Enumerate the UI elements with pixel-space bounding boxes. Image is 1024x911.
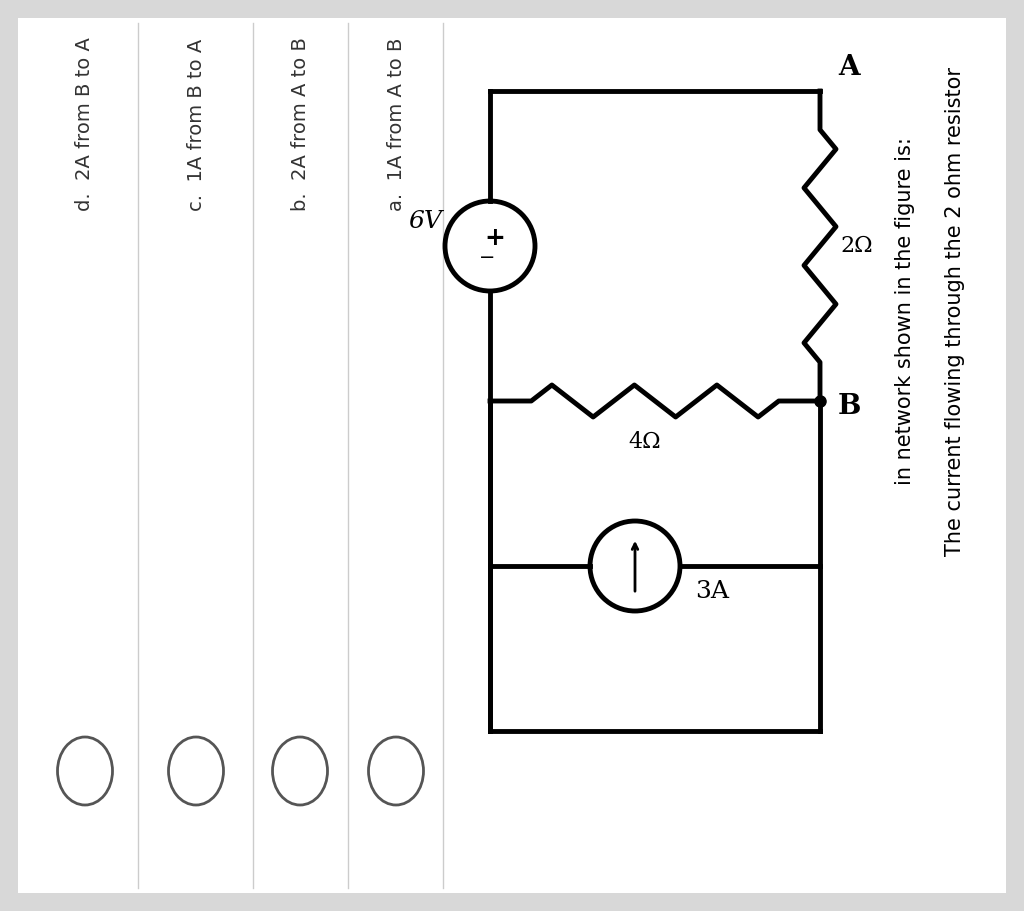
Text: in network shown in the figure is:: in network shown in the figure is: [895,137,915,485]
Text: +: + [484,226,506,250]
Text: B: B [838,393,861,419]
Text: 6V: 6V [408,210,442,232]
Text: A: A [838,54,859,81]
Text: −: − [479,249,496,268]
Text: 2Ω: 2Ω [840,235,872,257]
Text: The current flowing through the 2 ohm resistor: The current flowing through the 2 ohm re… [945,67,965,556]
Text: 3A: 3A [695,579,729,602]
Text: c.  1A from B to A: c. 1A from B to A [186,39,206,211]
Text: d.  2A from B to A: d. 2A from B to A [76,37,94,211]
Text: a.  1A from A to B: a. 1A from A to B [386,37,406,211]
Text: b.  2A from A to B: b. 2A from A to B [291,37,309,211]
FancyBboxPatch shape [18,18,1006,893]
Text: 4Ω: 4Ω [629,431,662,453]
